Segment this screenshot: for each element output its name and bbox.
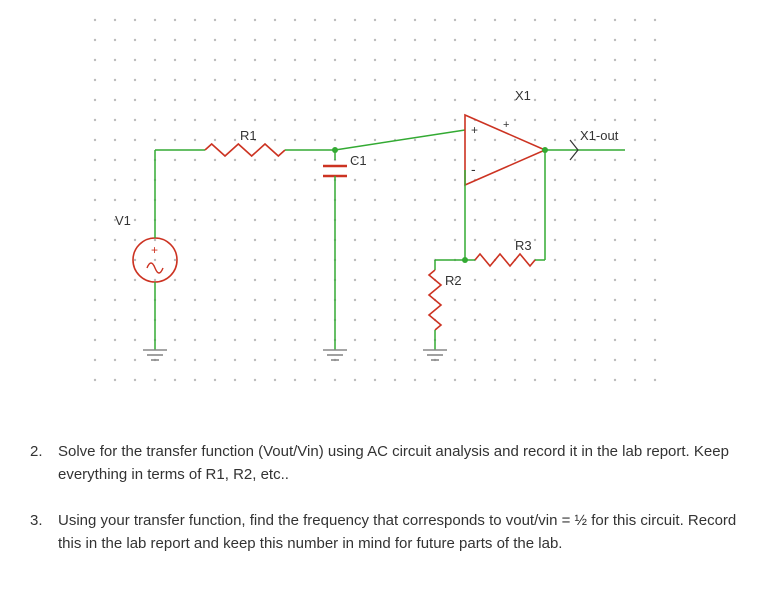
svg-text:+: + xyxy=(503,119,509,131)
svg-text:+: + xyxy=(151,243,158,257)
svg-text:R2: R2 xyxy=(445,273,462,288)
svg-text:V1: V1 xyxy=(115,213,131,228)
circuit-schematic: + V1 R1 C1 + - + X1 X1-out R3 R2 xyxy=(85,10,675,400)
question-list: 2.Solve for the transfer function (Vout/… xyxy=(30,440,750,577)
svg-text:R3: R3 xyxy=(515,238,532,253)
question-item: 3.Using your transfer function, find the… xyxy=(30,509,750,556)
svg-text:-: - xyxy=(471,161,476,177)
svg-text:X1: X1 xyxy=(515,88,531,103)
svg-text:R1: R1 xyxy=(240,128,257,143)
svg-text:X1-out: X1-out xyxy=(580,128,619,143)
svg-text:C1: C1 xyxy=(350,153,367,168)
question-item: 2.Solve for the transfer function (Vout/… xyxy=(30,440,750,487)
dot-grid xyxy=(94,19,656,381)
page: + V1 R1 C1 + - + X1 X1-out R3 R2 2.Solve for the t… xyxy=(0,0,780,608)
question-text: Solve for the transfer function (Vout/Vi… xyxy=(58,440,750,487)
svg-text:+: + xyxy=(471,123,478,137)
question-text: Using your transfer function, find the f… xyxy=(58,509,750,556)
question-number: 2. xyxy=(30,440,58,487)
question-number: 3. xyxy=(30,509,58,556)
